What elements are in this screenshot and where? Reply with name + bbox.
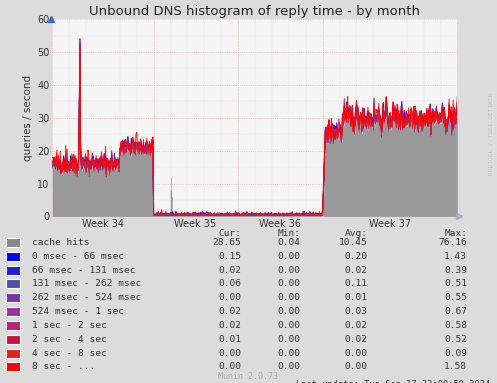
FancyBboxPatch shape <box>6 349 20 358</box>
Text: 28.65: 28.65 <box>212 238 241 247</box>
Text: 0.00: 0.00 <box>345 362 368 372</box>
FancyBboxPatch shape <box>6 265 20 275</box>
FancyBboxPatch shape <box>6 307 20 316</box>
Text: 0.55: 0.55 <box>444 293 467 302</box>
FancyBboxPatch shape <box>6 362 20 372</box>
Text: 0.00: 0.00 <box>278 349 301 358</box>
Text: 0.00: 0.00 <box>278 362 301 372</box>
Text: 0.02: 0.02 <box>345 335 368 344</box>
Text: 66 msec - 131 msec: 66 msec - 131 msec <box>32 265 136 275</box>
Text: Max:: Max: <box>444 229 467 237</box>
Text: 10.45: 10.45 <box>339 238 368 247</box>
Text: 0.39: 0.39 <box>444 265 467 275</box>
Text: 0.00: 0.00 <box>278 265 301 275</box>
Text: 0.01: 0.01 <box>218 335 241 344</box>
FancyBboxPatch shape <box>6 238 20 247</box>
Text: 8 sec - ...: 8 sec - ... <box>32 362 95 372</box>
Text: 0.09: 0.09 <box>444 349 467 358</box>
Text: 76.16: 76.16 <box>438 238 467 247</box>
Text: 0.20: 0.20 <box>345 252 368 261</box>
Text: 0.02: 0.02 <box>345 265 368 275</box>
Text: 0.00: 0.00 <box>278 307 301 316</box>
Text: 0.03: 0.03 <box>345 307 368 316</box>
Text: 0.02: 0.02 <box>218 321 241 330</box>
Text: 0.02: 0.02 <box>218 265 241 275</box>
Text: 1 sec - 2 sec: 1 sec - 2 sec <box>32 321 107 330</box>
Text: 131 msec - 262 msec: 131 msec - 262 msec <box>32 280 142 288</box>
Text: Last update: Tue Sep 17 22:00:59 2024: Last update: Tue Sep 17 22:00:59 2024 <box>296 380 490 383</box>
Text: 0.00: 0.00 <box>278 293 301 302</box>
Text: 0.58: 0.58 <box>444 321 467 330</box>
Text: 0.00: 0.00 <box>278 321 301 330</box>
Text: 524 msec - 1 sec: 524 msec - 1 sec <box>32 307 124 316</box>
Text: cache hits: cache hits <box>32 238 90 247</box>
Text: 0.00: 0.00 <box>278 252 301 261</box>
Text: 0.04: 0.04 <box>278 238 301 247</box>
Text: 0.00: 0.00 <box>218 349 241 358</box>
Text: 0.52: 0.52 <box>444 335 467 344</box>
Text: 0.11: 0.11 <box>345 280 368 288</box>
Text: 4 sec - 8 sec: 4 sec - 8 sec <box>32 349 107 358</box>
Text: 0.00: 0.00 <box>218 293 241 302</box>
Text: 0.00: 0.00 <box>278 280 301 288</box>
Text: 0.01: 0.01 <box>345 293 368 302</box>
FancyBboxPatch shape <box>6 321 20 330</box>
FancyBboxPatch shape <box>6 252 20 261</box>
Text: Min:: Min: <box>278 229 301 237</box>
Text: RRDTOOL / TOBI OETIKER: RRDTOOL / TOBI OETIKER <box>489 93 494 175</box>
Text: 0.15: 0.15 <box>218 252 241 261</box>
Text: 0.02: 0.02 <box>345 321 368 330</box>
FancyBboxPatch shape <box>6 280 20 288</box>
Title: Unbound DNS histogram of reply time - by month: Unbound DNS histogram of reply time - by… <box>89 5 420 18</box>
Text: 0.00: 0.00 <box>345 349 368 358</box>
Y-axis label: queries / second: queries / second <box>23 75 33 161</box>
Text: 0 msec - 66 msec: 0 msec - 66 msec <box>32 252 124 261</box>
Text: Cur:: Cur: <box>218 229 241 237</box>
Text: Avg:: Avg: <box>345 229 368 237</box>
FancyBboxPatch shape <box>6 335 20 344</box>
Text: 0.00: 0.00 <box>218 362 241 372</box>
FancyBboxPatch shape <box>6 293 20 302</box>
Text: 0.00: 0.00 <box>278 335 301 344</box>
Text: 0.51: 0.51 <box>444 280 467 288</box>
Text: 1.58: 1.58 <box>444 362 467 372</box>
Text: 0.67: 0.67 <box>444 307 467 316</box>
Text: 0.06: 0.06 <box>218 280 241 288</box>
Text: 2 sec - 4 sec: 2 sec - 4 sec <box>32 335 107 344</box>
Text: Munin 2.0.73: Munin 2.0.73 <box>219 372 278 381</box>
Text: 262 msec - 524 msec: 262 msec - 524 msec <box>32 293 142 302</box>
Text: 1.43: 1.43 <box>444 252 467 261</box>
Text: 0.02: 0.02 <box>218 307 241 316</box>
